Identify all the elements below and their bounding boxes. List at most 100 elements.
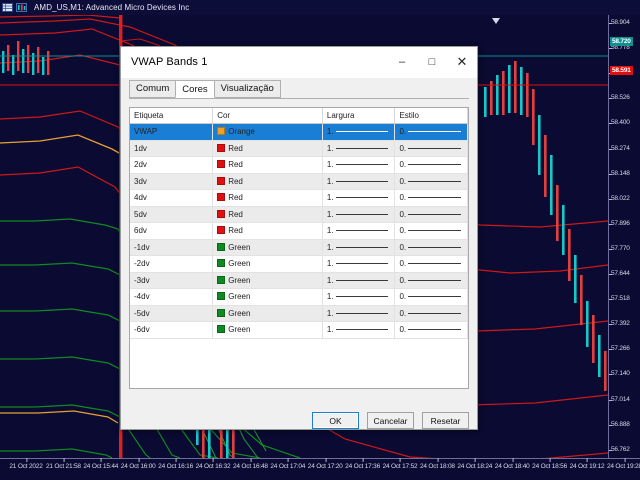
maximize-button[interactable]: □ <box>428 56 436 68</box>
grid-icon[interactable] <box>2 2 13 13</box>
cell-largura[interactable]: 1. <box>322 140 396 157</box>
cell-estilo[interactable]: 0. <box>394 255 468 273</box>
table-row[interactable]: -4dv Green 1. 0. <box>130 288 468 306</box>
tab-cores[interactable]: Cores <box>175 80 215 98</box>
cell-etiqueta[interactable]: VWAP <box>130 123 214 141</box>
cell-estilo[interactable]: 0. <box>394 140 468 157</box>
cell-etiqueta[interactable]: -2dv <box>130 255 214 273</box>
price-tick: 57.770 <box>609 244 630 252</box>
cell-estilo[interactable]: 0. <box>394 305 468 322</box>
table-row[interactable]: 1dv Red 1. 0. <box>130 140 468 157</box>
cell-cor[interactable]: Red <box>212 140 323 157</box>
cell-estilo[interactable]: 0. <box>394 173 468 190</box>
cell-estilo-value: 0. <box>399 209 407 219</box>
cell-etiqueta[interactable]: -1dv <box>130 239 214 256</box>
table-row[interactable]: -6dv Green 1. 0. <box>130 321 468 339</box>
cell-cor[interactable]: Green <box>212 272 323 289</box>
ok-button[interactable]: OK <box>312 412 359 429</box>
cell-etiqueta[interactable]: -3dv <box>130 272 214 289</box>
cell-cor-label: Green <box>228 308 251 318</box>
cell-cor[interactable]: Red <box>212 173 323 190</box>
cell-cor[interactable]: Green <box>212 321 323 339</box>
cell-largura[interactable]: 1. <box>322 156 396 174</box>
cell-estilo[interactable]: 0. <box>394 189 468 207</box>
cell-largura[interactable]: 1. <box>322 239 396 256</box>
col-header-largura[interactable]: Largura <box>322 108 396 124</box>
cell-etiqueta[interactable]: 2dv <box>130 156 214 174</box>
cell-cor[interactable]: Green <box>212 239 323 256</box>
cell-largura-value: 1. <box>326 292 334 302</box>
reset-button[interactable]: Resetar <box>422 412 469 429</box>
minimize-button[interactable]: – <box>398 56 406 68</box>
table-row[interactable]: 3dv Red 1. 0. <box>130 173 468 190</box>
cell-largura[interactable]: 1. <box>322 305 396 322</box>
cell-cor[interactable]: Red <box>212 189 323 207</box>
cell-estilo[interactable]: 0. <box>394 156 468 174</box>
color-swatch-icon <box>217 325 226 334</box>
table-row[interactable]: 4dv Red 1. 0. <box>130 189 468 207</box>
cell-largura-preview <box>335 263 389 265</box>
dialog-titlebar[interactable]: VWAP Bands 1 – □ ✕ <box>121 47 477 78</box>
table-row[interactable]: -1dv Green 1. 0. <box>130 239 468 256</box>
cell-estilo[interactable]: 0. <box>394 239 468 256</box>
ask-price-badge: 58.591 <box>610 66 633 75</box>
tab-comum[interactable]: Comum <box>129 80 177 98</box>
price-tick: 57.266 <box>609 345 630 353</box>
cell-cor[interactable]: Green <box>212 255 323 273</box>
cell-estilo[interactable]: 0. <box>394 123 468 141</box>
price-scale[interactable]: 58.90458.77858.65258.52658.40058.27458.1… <box>608 15 640 458</box>
cell-largura[interactable]: 1. <box>322 222 396 240</box>
time-scale[interactable]: 21 Oct 2022 21 Oct 21:58 24 Oct 15:44 24 Oc… <box>0 458 640 480</box>
cell-cor[interactable]: Red <box>212 156 323 174</box>
table-row[interactable]: 6dv Red 1. 0. <box>130 222 468 240</box>
cell-estilo[interactable]: 0. <box>394 321 468 339</box>
tab-visualizacao[interactable]: Visualização <box>213 80 281 98</box>
cell-largura[interactable]: 1. <box>322 321 396 339</box>
price-tick: 58.148 <box>609 169 630 177</box>
cell-largura-value: 1. <box>326 259 334 269</box>
time-tick: 24 Oct 16:32 <box>195 458 231 470</box>
cell-estilo-preview <box>408 279 461 281</box>
table-row[interactable]: -5dv Green 1. 0. <box>130 305 468 322</box>
cell-largura[interactable]: 1. <box>322 123 396 141</box>
table-row[interactable]: -3dv Green 1. 0. <box>130 272 468 289</box>
cell-etiqueta[interactable]: 4dv <box>130 189 214 207</box>
cell-etiqueta[interactable]: 6dv <box>130 222 214 240</box>
cell-cor[interactable]: Red <box>212 222 323 240</box>
cell-largura[interactable]: 1. <box>322 173 396 190</box>
cell-cor[interactable]: Orange <box>212 123 323 141</box>
chart-icon[interactable] <box>16 2 27 13</box>
cell-estilo-preview <box>408 263 461 265</box>
col-header-estilo[interactable]: Estilo <box>394 108 468 124</box>
table-row[interactable]: 5dv Red 1. 0. <box>130 206 468 223</box>
cancel-button[interactable]: Cancelar <box>367 412 414 429</box>
cell-etiqueta[interactable]: 5dv <box>130 206 214 223</box>
table-row[interactable]: -2dv Green 1. 0. <box>130 255 468 273</box>
cell-cor[interactable]: Green <box>212 288 323 306</box>
cell-estilo[interactable]: 0. <box>394 222 468 240</box>
cell-largura[interactable]: 1. <box>322 272 396 289</box>
cell-cor[interactable]: Green <box>212 305 323 322</box>
cell-largura[interactable]: 1. <box>322 206 396 223</box>
table-row[interactable]: 2dv Red 1. 0. <box>130 156 468 174</box>
price-tick: 56.888 <box>609 420 630 428</box>
time-tick: 24 Oct 17:52 <box>382 458 418 470</box>
cell-cor[interactable]: Red <box>212 206 323 223</box>
table-row[interactable]: VWAP Orange 1. 0. <box>130 123 468 141</box>
cell-estilo[interactable]: 0. <box>394 288 468 306</box>
colors-table-panel[interactable]: Etiqueta Cor Largura Estilo VWAP Orange 1.… <box>129 107 469 389</box>
cell-etiqueta[interactable]: -6dv <box>130 321 214 339</box>
cell-estilo[interactable]: 0. <box>394 272 468 289</box>
cell-largura-preview <box>335 180 389 182</box>
cell-largura[interactable]: 1. <box>322 189 396 207</box>
col-header-cor[interactable]: Cor <box>212 108 323 124</box>
cell-estilo[interactable]: 0. <box>394 206 468 223</box>
cell-largura[interactable]: 1. <box>322 255 396 273</box>
close-button[interactable]: ✕ <box>456 54 468 69</box>
cell-etiqueta[interactable]: -5dv <box>130 305 214 322</box>
cell-etiqueta[interactable]: -4dv <box>130 288 214 306</box>
cell-largura[interactable]: 1. <box>322 288 396 306</box>
cell-etiqueta[interactable]: 1dv <box>130 140 214 157</box>
col-header-etiqueta[interactable]: Etiqueta <box>130 108 214 124</box>
cell-etiqueta[interactable]: 3dv <box>130 173 214 190</box>
